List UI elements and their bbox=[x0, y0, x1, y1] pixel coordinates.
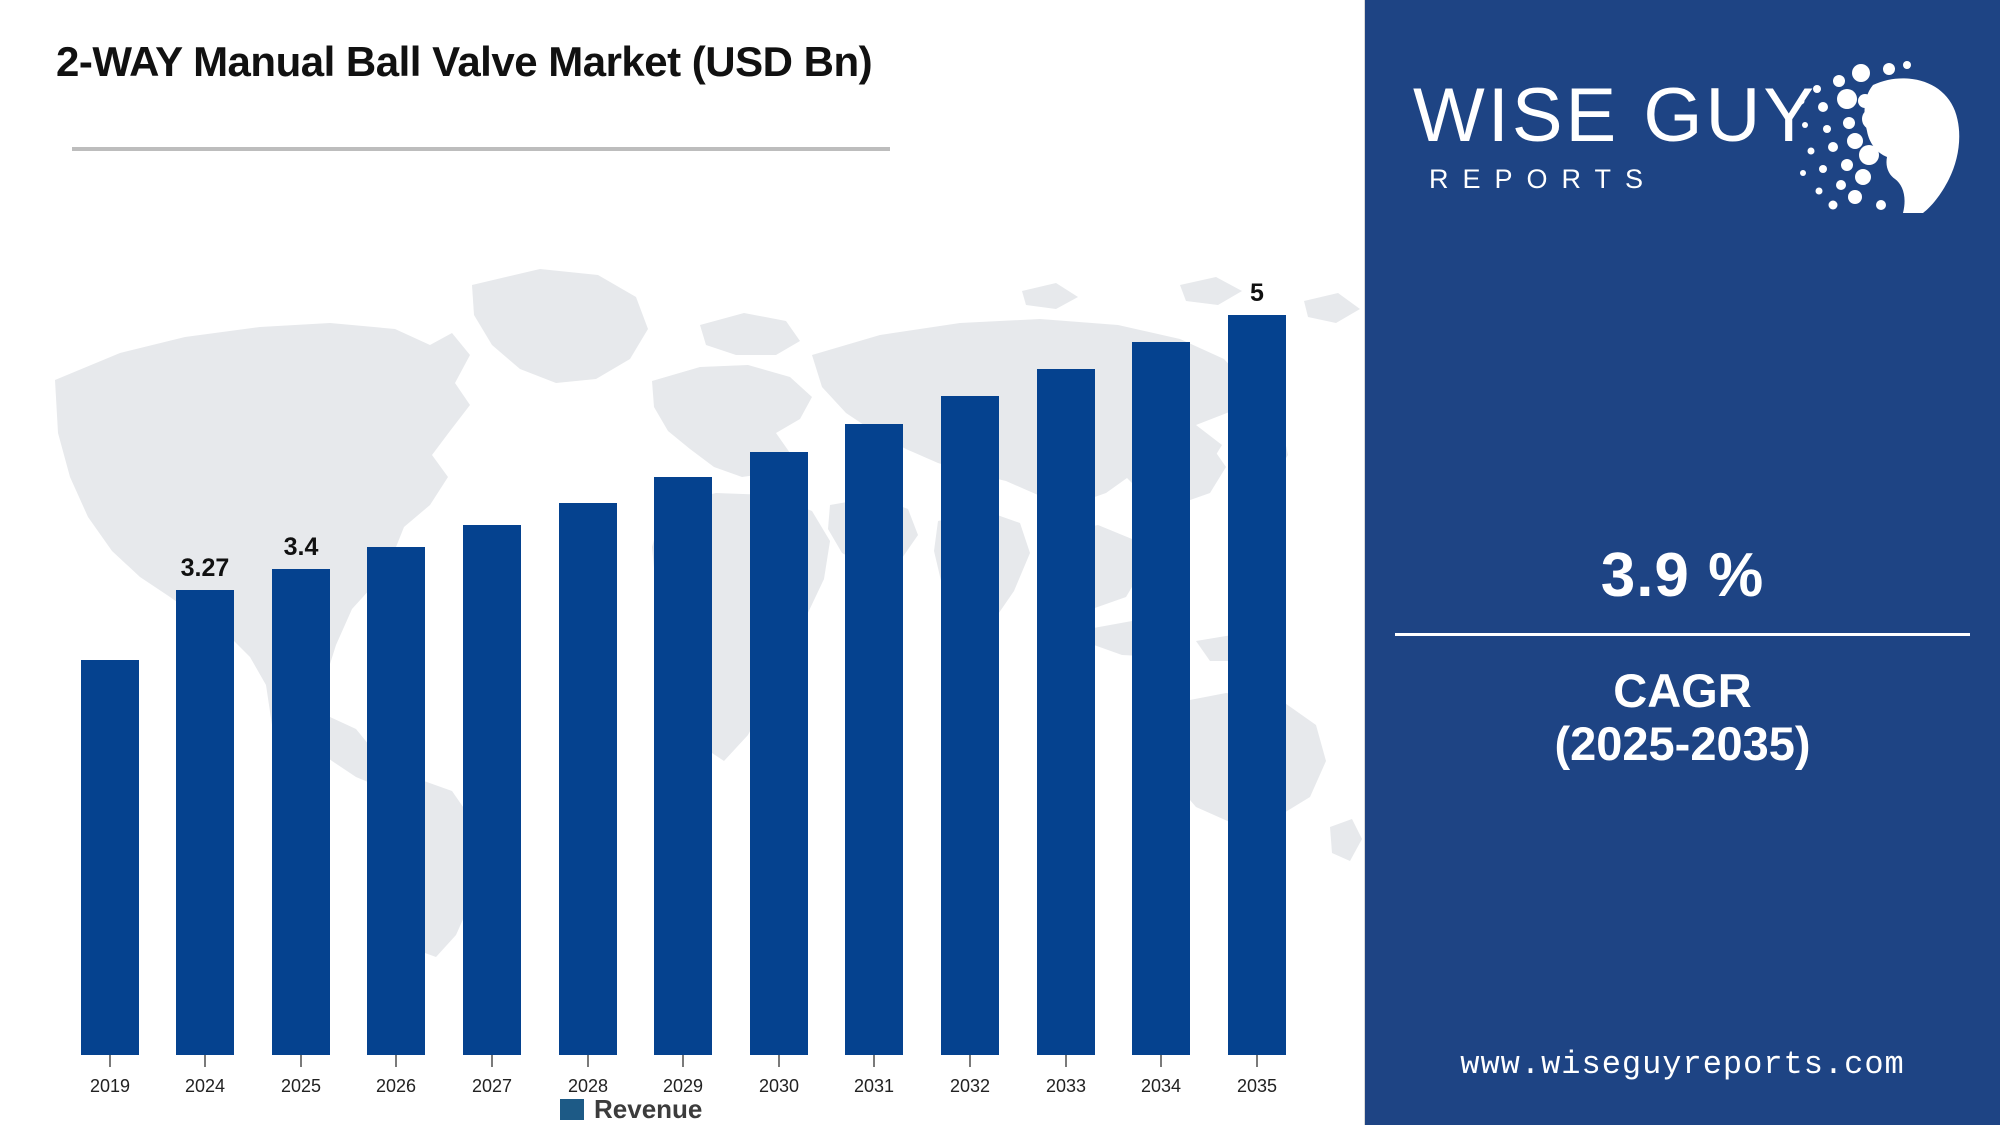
bar-2026[interactable] bbox=[367, 547, 425, 1055]
chart-legend: Revenue bbox=[560, 1094, 702, 1125]
tick-2028 bbox=[587, 1055, 589, 1067]
xlabel-2019: 2019 bbox=[89, 1076, 131, 1096]
xlabel-2032: 2032 bbox=[949, 1076, 991, 1096]
bar-value-2035: 5 bbox=[1250, 279, 1264, 307]
tick-2024 bbox=[204, 1055, 206, 1067]
tick-2027 bbox=[491, 1055, 493, 1067]
cagr-caption-line2: (2025-2035) bbox=[1554, 716, 1811, 770]
xlabel-2025: 2025 bbox=[280, 1076, 322, 1096]
wiseguy-logo[interactable]: WISE GUY REPORTS bbox=[1365, 55, 2000, 215]
xlabel-2030: 2030 bbox=[758, 1076, 800, 1096]
bar-2024[interactable] bbox=[176, 590, 234, 1055]
tick-2035 bbox=[1256, 1055, 1258, 1067]
bar-value-2024: 3.27 bbox=[180, 554, 230, 582]
chart-panel: 2-WAY Manual Ball Valve Market (USD Bn) bbox=[55, 0, 1365, 1125]
bar-value-2025: 3.4 bbox=[283, 533, 319, 561]
xlabel-2028: 2028 bbox=[567, 1076, 609, 1096]
tick-2030 bbox=[778, 1055, 780, 1067]
bar-2025[interactable] bbox=[272, 569, 330, 1055]
xlabel-2034: 2034 bbox=[1140, 1076, 1182, 1096]
cagr-value: 3.9 % bbox=[1600, 541, 1765, 610]
xlabel-2035: 2035 bbox=[1236, 1076, 1278, 1096]
cagr-caption-line1: CAGR bbox=[1613, 664, 1752, 717]
tick-2029 bbox=[682, 1055, 684, 1067]
tick-2034 bbox=[1160, 1055, 1162, 1067]
tick-2033 bbox=[1065, 1055, 1067, 1067]
bar-2027[interactable] bbox=[463, 525, 521, 1055]
website-url[interactable]: www.wiseguyreports.com bbox=[1460, 1046, 1905, 1083]
bar-2035[interactable] bbox=[1228, 315, 1286, 1055]
title-divider bbox=[72, 147, 890, 151]
bar-2032[interactable] bbox=[941, 396, 999, 1055]
cagr-divider bbox=[1395, 633, 1970, 636]
xlabel-2024: 2024 bbox=[184, 1076, 226, 1096]
bar-2031[interactable] bbox=[845, 424, 903, 1055]
tick-2031 bbox=[873, 1055, 875, 1067]
legend-label-revenue: Revenue bbox=[594, 1094, 703, 1124]
brand-panel: WISE GUY REPORTS bbox=[1365, 0, 2000, 1125]
cagr-caption: CAGR (2025-2035) bbox=[1365, 664, 2000, 770]
svg-text:WISE GUY: WISE GUY bbox=[1413, 73, 1817, 158]
xlabel-2026: 2026 bbox=[375, 1076, 417, 1096]
bar-2029[interactable] bbox=[654, 477, 712, 1055]
bar-chart-plot: 2019 3.27 2024 3.4 2025 2026 2027 2028 bbox=[81, 279, 1286, 1125]
xlabel-2033: 2033 bbox=[1045, 1076, 1087, 1096]
tick-2019 bbox=[109, 1055, 111, 1067]
page-title: 2-WAY Manual Ball Valve Market (USD Bn) bbox=[56, 38, 873, 85]
tick-2032 bbox=[969, 1055, 971, 1067]
svg-text:REPORTS: REPORTS bbox=[1429, 164, 1657, 194]
tick-2025 bbox=[300, 1055, 302, 1067]
bar-2034[interactable] bbox=[1132, 342, 1190, 1055]
xlabel-2031: 2031 bbox=[853, 1076, 895, 1096]
tick-2026 bbox=[395, 1055, 397, 1067]
xlabel-2027: 2027 bbox=[471, 1076, 513, 1096]
bar-2033[interactable] bbox=[1037, 369, 1095, 1055]
xlabel-2029: 2029 bbox=[662, 1076, 704, 1096]
legend-swatch-revenue bbox=[560, 1099, 584, 1120]
bar-2030[interactable] bbox=[750, 452, 808, 1055]
bar-2019[interactable] bbox=[81, 660, 139, 1055]
bar-2028[interactable] bbox=[559, 503, 617, 1055]
